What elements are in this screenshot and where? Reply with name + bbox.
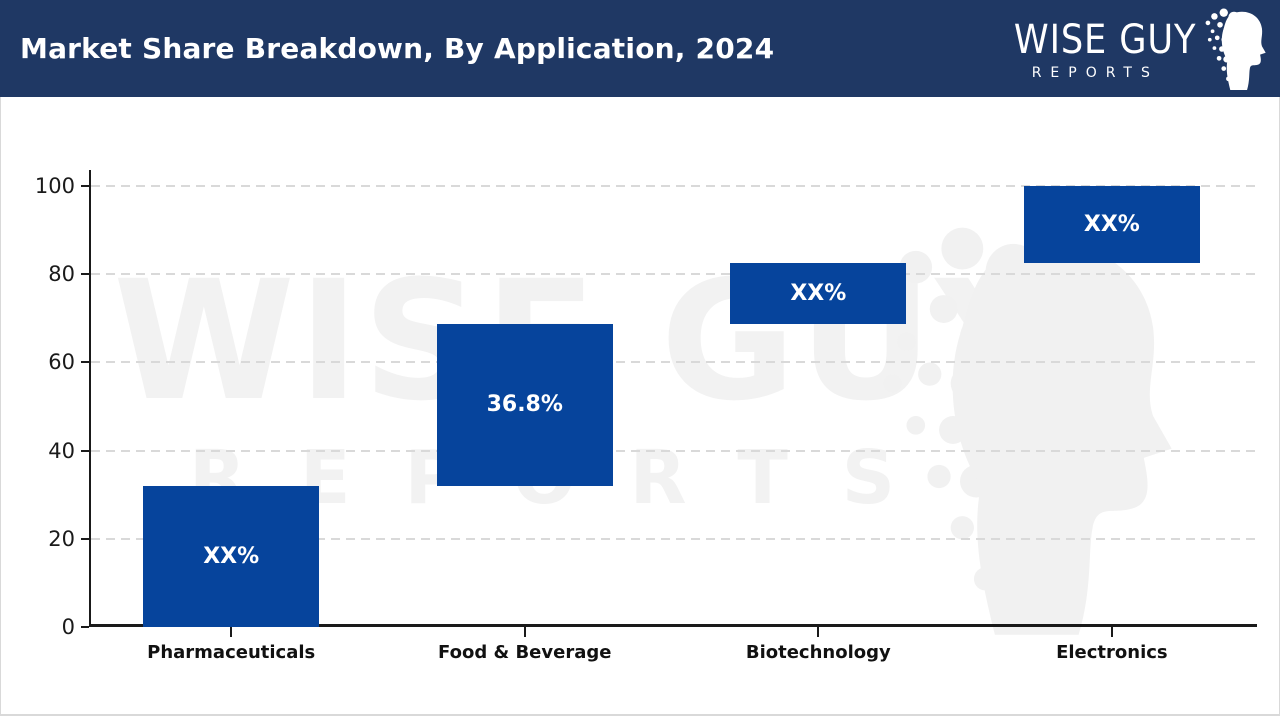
y-axis-tick-mark bbox=[81, 537, 89, 540]
plot-area: 0 20 40 60 80 100 XX% 36.8% XX% XX% bbox=[35, 170, 1257, 663]
bar-biotechnology: XX% bbox=[730, 263, 907, 324]
y-axis-tick-label: 20 bbox=[48, 526, 75, 551]
x-axis-category-label: Food & Beverage bbox=[438, 642, 612, 663]
y-axis-tick-mark bbox=[81, 626, 89, 628]
y-axis-tick-label: 60 bbox=[48, 350, 75, 375]
x-axis-category-label: Electronics bbox=[1056, 642, 1168, 663]
logo-wordmark: WISE GUY bbox=[1013, 17, 1196, 63]
bar-food-beverage: 36.8% bbox=[436, 323, 613, 486]
y-axis-tick-label: 40 bbox=[48, 438, 75, 463]
gridline bbox=[91, 273, 1257, 276]
y-axis-tick-label: 100 bbox=[34, 174, 75, 198]
brand-logo: WISE GUY REPORTS bbox=[989, 8, 1268, 90]
gridline bbox=[91, 361, 1257, 364]
chart-title: Market Share Breakdown, By Application, … bbox=[20, 32, 775, 65]
y-axis-tick-mark bbox=[81, 185, 89, 187]
logo-text: WISE GUY REPORTS bbox=[989, 17, 1196, 81]
bar-value-label: XX% bbox=[1083, 212, 1140, 238]
logo-subtext: REPORTS bbox=[1031, 65, 1159, 81]
logo-head-icon bbox=[1205, 8, 1266, 90]
y-axis-tick-mark bbox=[81, 273, 89, 276]
x-axis-tick-mark bbox=[1110, 627, 1113, 637]
y-axis-tick-mark bbox=[81, 361, 89, 364]
bar-value-label: XX% bbox=[203, 543, 260, 569]
gridline bbox=[91, 537, 1257, 540]
y-axis-tick-label: 80 bbox=[48, 262, 75, 287]
gridline bbox=[91, 185, 1257, 187]
bar-value-label: 36.8% bbox=[486, 392, 563, 418]
x-axis-category-label: Pharmaceuticals bbox=[147, 642, 316, 663]
x-axis-tick-mark bbox=[230, 627, 233, 637]
header-bar: Market Share Breakdown, By Application, … bbox=[0, 0, 1280, 97]
bar-pharmaceuticals: XX% bbox=[143, 485, 320, 627]
y-axis-tick-mark bbox=[81, 449, 89, 452]
bar-value-label: XX% bbox=[790, 280, 847, 306]
y-axis-tick-label: 0 bbox=[61, 615, 75, 639]
x-axis-tick-mark bbox=[817, 627, 820, 637]
x-axis-category-label: Biotechnology bbox=[745, 642, 891, 663]
x-axis-tick-mark bbox=[523, 627, 526, 637]
chart-canvas: WISE GUY REPORTS 0 bbox=[0, 97, 1280, 716]
gridline bbox=[91, 449, 1257, 452]
bar-electronics: XX% bbox=[1023, 186, 1200, 264]
